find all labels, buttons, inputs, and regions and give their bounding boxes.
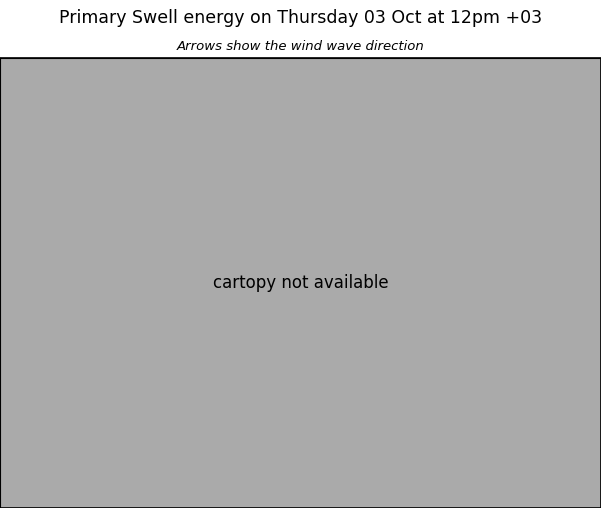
Text: Arrows show the wind wave direction: Arrows show the wind wave direction bbox=[177, 40, 424, 53]
Text: cartopy not available: cartopy not available bbox=[213, 274, 388, 292]
Text: Primary Swell energy on Thursday 03 Oct at 12pm +03: Primary Swell energy on Thursday 03 Oct … bbox=[59, 9, 542, 26]
